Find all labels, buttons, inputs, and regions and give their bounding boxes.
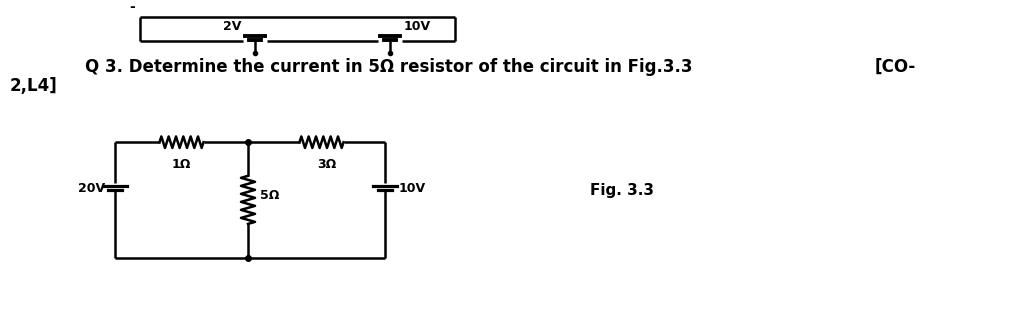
Text: -: -	[129, 0, 135, 14]
Text: Fig. 3.3: Fig. 3.3	[590, 183, 654, 198]
Text: 20V: 20V	[78, 182, 105, 195]
Text: 1Ω: 1Ω	[172, 157, 191, 171]
Text: Q 3. Determine the current in 5Ω resistor of the circuit in Fig.3.3: Q 3. Determine the current in 5Ω resisto…	[85, 58, 692, 76]
Text: 3Ω: 3Ω	[316, 157, 336, 171]
Text: 2,L4]: 2,L4]	[10, 77, 57, 95]
Text: 10V: 10V	[399, 182, 426, 195]
Text: 5Ω: 5Ω	[260, 188, 280, 202]
Text: 10V: 10V	[404, 20, 431, 33]
Text: [CO-: [CO-	[874, 58, 916, 76]
Text: 2V: 2V	[222, 20, 241, 33]
